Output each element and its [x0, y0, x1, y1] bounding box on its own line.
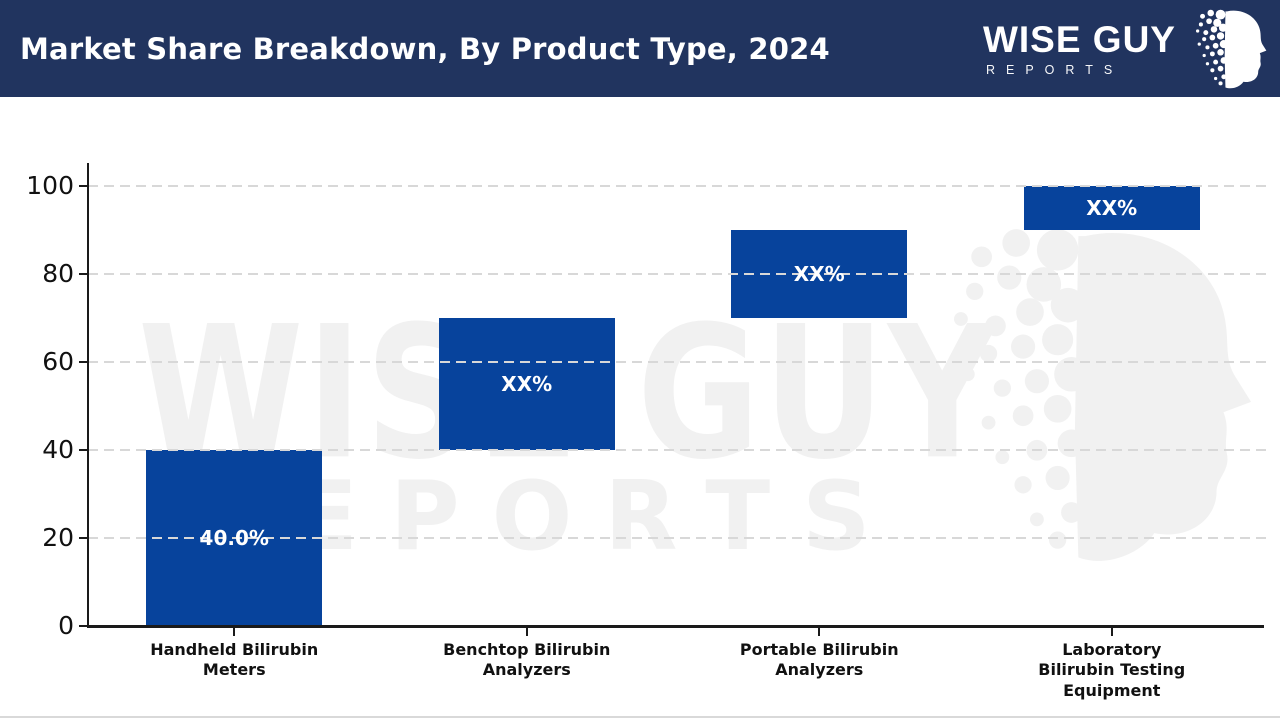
x-tick-mark	[818, 628, 821, 636]
y-axis-line	[87, 163, 89, 628]
x-tick-mark	[525, 628, 528, 636]
bar-value-label: 40.0%	[199, 526, 269, 550]
bar-value-label: XX%	[1086, 196, 1138, 220]
x-tick-mark	[233, 628, 236, 636]
logo-brand-name: WISE GUY	[982, 18, 1176, 60]
x-axis-line	[87, 625, 1264, 628]
bottom-border-line	[0, 716, 1280, 718]
bar-value-label: XX%	[501, 372, 553, 396]
logo-text: WISE GUY REPORTS	[983, 21, 1176, 77]
grid-line	[88, 273, 1266, 275]
x-category-label: Laboratory Bilirubin Testing Equipment	[1038, 640, 1186, 700]
y-tick-label: 0	[58, 611, 74, 640]
y-tick-label: 100	[26, 171, 74, 200]
y-tick-mark	[79, 625, 88, 627]
header: Market Share Breakdown, By Product Type,…	[0, 0, 1280, 97]
x-tick-mark	[1110, 628, 1113, 636]
y-tick-mark	[79, 537, 88, 539]
x-category-label: Benchtop Bilirubin Analyzers	[443, 640, 611, 680]
wise-guy-reports-logo: WISE GUY REPORTS	[983, 8, 1280, 90]
grid-line	[88, 185, 1266, 187]
bar	[1023, 186, 1200, 230]
x-category-label: Handheld Bilirubin Meters	[150, 640, 319, 680]
page-title: Market Share Breakdown, By Product Type,…	[20, 31, 830, 66]
y-tick-label: 40	[42, 435, 74, 464]
logo-brand-subtitle: REPORTS	[985, 62, 1124, 77]
bar	[438, 318, 615, 450]
bar-value-label: XX%	[793, 262, 845, 286]
y-tick-mark	[79, 273, 88, 275]
y-tick-mark	[79, 361, 88, 363]
grid-line	[88, 361, 1266, 363]
y-tick-label: 60	[42, 347, 74, 376]
y-tick-label: 80	[42, 259, 74, 288]
y-tick-label: 20	[42, 523, 74, 552]
y-tick-mark	[79, 449, 88, 451]
y-tick-mark	[79, 185, 88, 187]
grid-line	[88, 449, 1266, 451]
x-category-label: Portable Bilirubin Analyzers	[739, 640, 899, 680]
grid-line	[88, 537, 1266, 539]
